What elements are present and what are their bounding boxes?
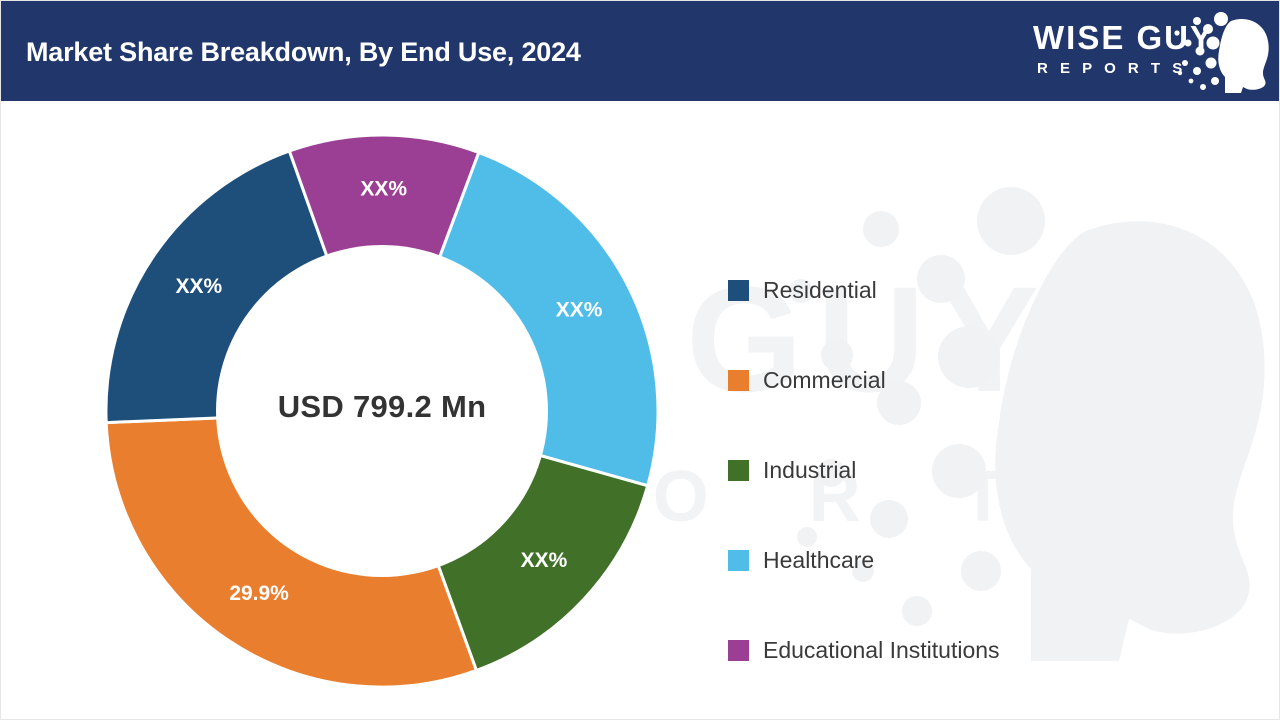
logo-head-profile-icon xyxy=(1174,12,1269,93)
chart-legend: Residential Commercial Industrial Health… xyxy=(728,245,1158,695)
donut-chart: XX% XX% 29.9% XX% XX% xyxy=(104,133,660,689)
legend-item-educational-institutions[interactable]: Educational Institutions xyxy=(728,605,1158,695)
legend-item-healthcare[interactable]: Healthcare xyxy=(728,515,1158,605)
slice-label-industrial: XX% xyxy=(521,549,568,572)
slice-label-educational-institutions: XX% xyxy=(360,178,407,201)
legend-item-residential[interactable]: Residential xyxy=(728,245,1158,335)
header-band: Market Share Breakdown, By End Use, 2024… xyxy=(1,1,1279,101)
slice-label-commercial: 29.9% xyxy=(229,582,289,605)
legend-label-commercial: Commercial xyxy=(763,366,886,393)
legend-label-residential: Residential xyxy=(763,276,877,303)
legend-swatch-residential xyxy=(728,279,749,301)
legend-label-industrial: Industrial xyxy=(763,456,857,483)
legend-swatch-educational-institutions xyxy=(728,639,749,661)
donut-center-value: USD 799.2 Mn xyxy=(277,389,487,424)
legend-item-commercial[interactable]: Commercial xyxy=(728,335,1158,425)
wise-guy-reports-logo: WISE GUY R E P O R T S xyxy=(1033,12,1269,93)
legend-swatch-healthcare xyxy=(728,549,749,571)
legend-item-industrial[interactable]: Industrial xyxy=(728,425,1158,515)
logo-wordmark-primary: WISE GUY xyxy=(1033,19,1214,56)
slice-label-healthcare: XX% xyxy=(556,299,603,322)
legend-swatch-industrial xyxy=(728,459,749,481)
slice-label-residential: XX% xyxy=(175,275,222,298)
page-title: Market Share Breakdown, By End Use, 2024 xyxy=(26,37,581,67)
legend-swatch-commercial xyxy=(728,369,749,391)
legend-label-educational-institutions: Educational Institutions xyxy=(763,636,1000,663)
legend-label-healthcare: Healthcare xyxy=(763,546,875,573)
donut-center-hole xyxy=(216,245,548,577)
logo-wordmark-secondary: R E P O R T S xyxy=(1037,60,1186,77)
